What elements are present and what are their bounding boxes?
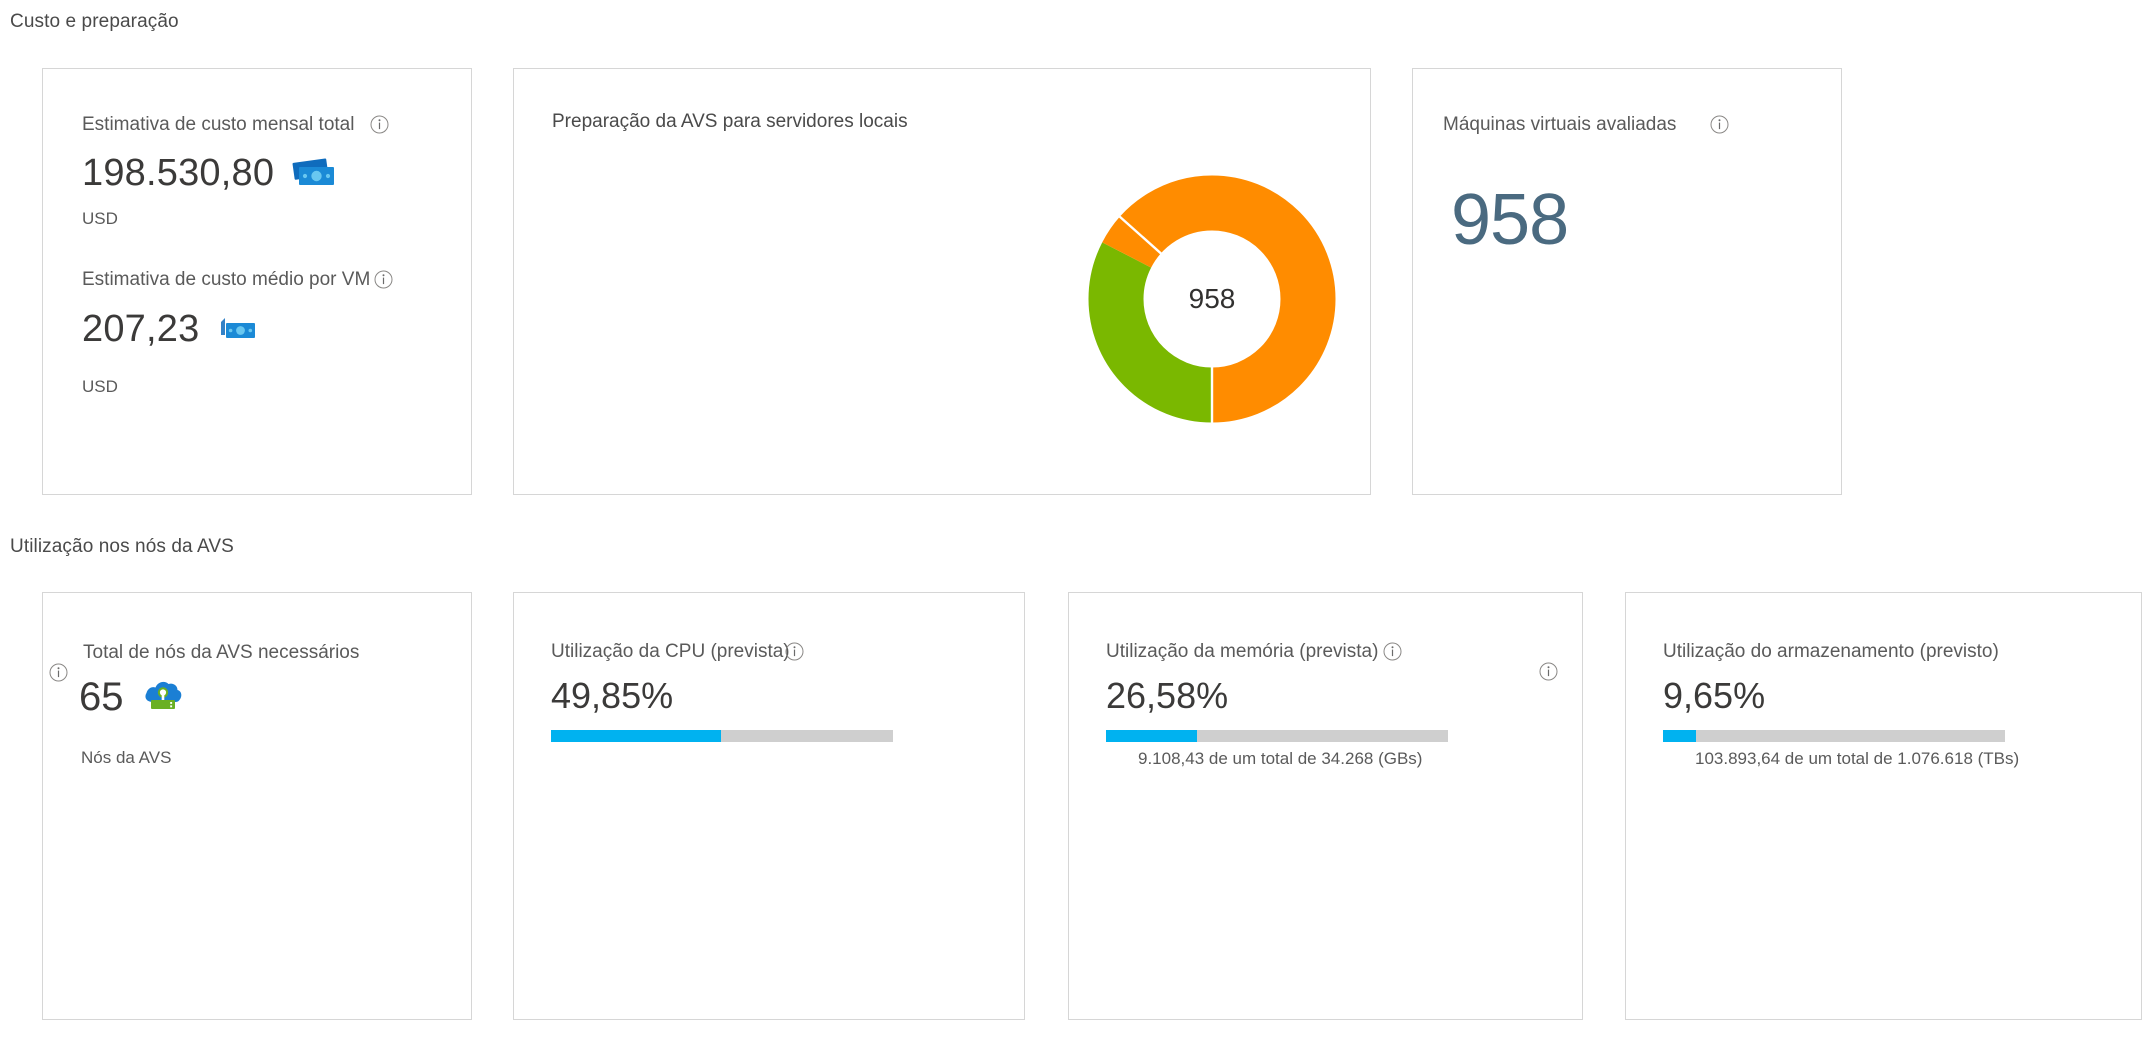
avg-cost-per-vm-label-row: Estimativa de custo médio por VM <box>82 269 393 291</box>
memory-utilization-progress-fill <box>1106 730 1197 742</box>
memory-utilization-percent: 26,58% <box>1106 675 1229 716</box>
total-monthly-cost-value-row: 198.530,80 <box>82 154 338 192</box>
storage-utilization-progress-fill <box>1663 730 1696 742</box>
cpu-utilization-card: Utilização da CPU (prevista) 49,85% <box>513 592 1025 1020</box>
total-monthly-cost-unit: USD <box>82 209 118 228</box>
avs-nodes-value: 65 <box>79 674 124 719</box>
avg-cost-per-vm-unit: USD <box>82 377 118 396</box>
info-icon[interactable] <box>49 663 68 682</box>
info-icon[interactable] <box>374 270 393 289</box>
storage-utilization-percent: 9,65% <box>1663 675 1766 716</box>
info-icon[interactable] <box>1710 115 1729 134</box>
banknote-icon <box>292 156 338 190</box>
total-monthly-cost-label: Estimativa de custo mensal total <box>82 114 355 135</box>
cpu-utilization-progress-track <box>551 730 893 742</box>
cloud-node-icon <box>142 675 184 718</box>
info-icon[interactable] <box>1539 662 1558 681</box>
storage-utilization-label-row: Utilização do armazenamento (previsto) <box>1539 641 1999 682</box>
avg-cost-per-vm-value-row: 207,23 <box>82 310 257 348</box>
avg-cost-per-vm-value: 207,23 <box>82 308 200 350</box>
total-monthly-cost-value: 198.530,80 <box>82 152 275 194</box>
memory-utilization-label-row: Utilização da memória (prevista) <box>1106 641 1402 663</box>
avs-nodes-unit: Nós da AVS <box>81 748 172 767</box>
storage-utilization-label: Utilização do armazenamento (previsto) <box>1663 641 1999 662</box>
assessed-vms-label: Máquinas virtuais avaliadas <box>1443 114 1677 135</box>
storage-utilization-card: Utilização do armazenamento (previsto) 9… <box>1539 592 2142 1020</box>
memory-utilization-progress-track <box>1106 730 1448 742</box>
readiness-donut-chart[interactable]: 958 <box>1087 174 1337 424</box>
storage-utilization-subtext: 103.893,64 de um total de 1.076.618 (TBs… <box>1695 749 2020 768</box>
info-icon[interactable] <box>785 642 804 661</box>
cpu-utilization-progress-fill <box>551 730 722 742</box>
avs-nodes-value-row: 65 <box>79 675 184 718</box>
total-monthly-cost-label-row: Estimativa de custo mensal total <box>82 114 389 136</box>
cpu-utilization-label: Utilização da CPU (prevista) <box>551 641 790 662</box>
avs-nodes-unit-wrap: Nós da AVS <box>81 748 171 768</box>
avs-nodes-label: Total de nós da AVS necessários <box>83 642 360 663</box>
avs-nodes-card: Total de nós da AVS necessários 65 <box>42 592 472 1020</box>
memory-utilization-card: Utilização da memória (prevista) 26,58% … <box>1068 592 1583 1020</box>
section-heading-utilization: Utilização nos nós da AVS <box>10 536 234 557</box>
memory-utilization-subtext: 9.108,43 de um total de 34.268 (GBs) <box>1138 749 1423 768</box>
cost-estimate-card: Estimativa de custo mensal total 198.530… <box>42 68 472 495</box>
avg-cost-per-vm-label: Estimativa de custo médio por VM <box>82 269 371 290</box>
avg-cost-per-vm-unit-wrap: USD <box>82 377 118 397</box>
assessed-vms-card: Máquinas virtuais avaliadas 958 <box>1412 68 1842 495</box>
avs-readiness-title: Preparação da AVS para servidores locais <box>552 111 908 132</box>
cpu-utilization-label-row: Utilização da CPU (prevista) <box>551 641 804 663</box>
storage-utilization-progress-track <box>1663 730 2005 742</box>
info-icon[interactable] <box>370 115 389 134</box>
cpu-utilization-percent: 49,85% <box>551 675 674 716</box>
memory-utilization-label: Utilização da memória (prevista) <box>1106 641 1379 662</box>
banknote-icon <box>217 313 257 345</box>
info-icon[interactable] <box>1383 642 1402 661</box>
section-heading-cost: Custo e preparação <box>10 11 179 32</box>
avs-nodes-label-row: Total de nós da AVS necessários <box>49 642 360 683</box>
assessed-vms-label-row: Máquinas virtuais avaliadas <box>1443 114 1729 136</box>
assessed-vms-value: 958 <box>1451 180 1569 260</box>
total-monthly-cost-unit-wrap: USD <box>82 209 118 229</box>
avs-readiness-card: Preparação da AVS para servidores locais… <box>513 68 1660 495</box>
